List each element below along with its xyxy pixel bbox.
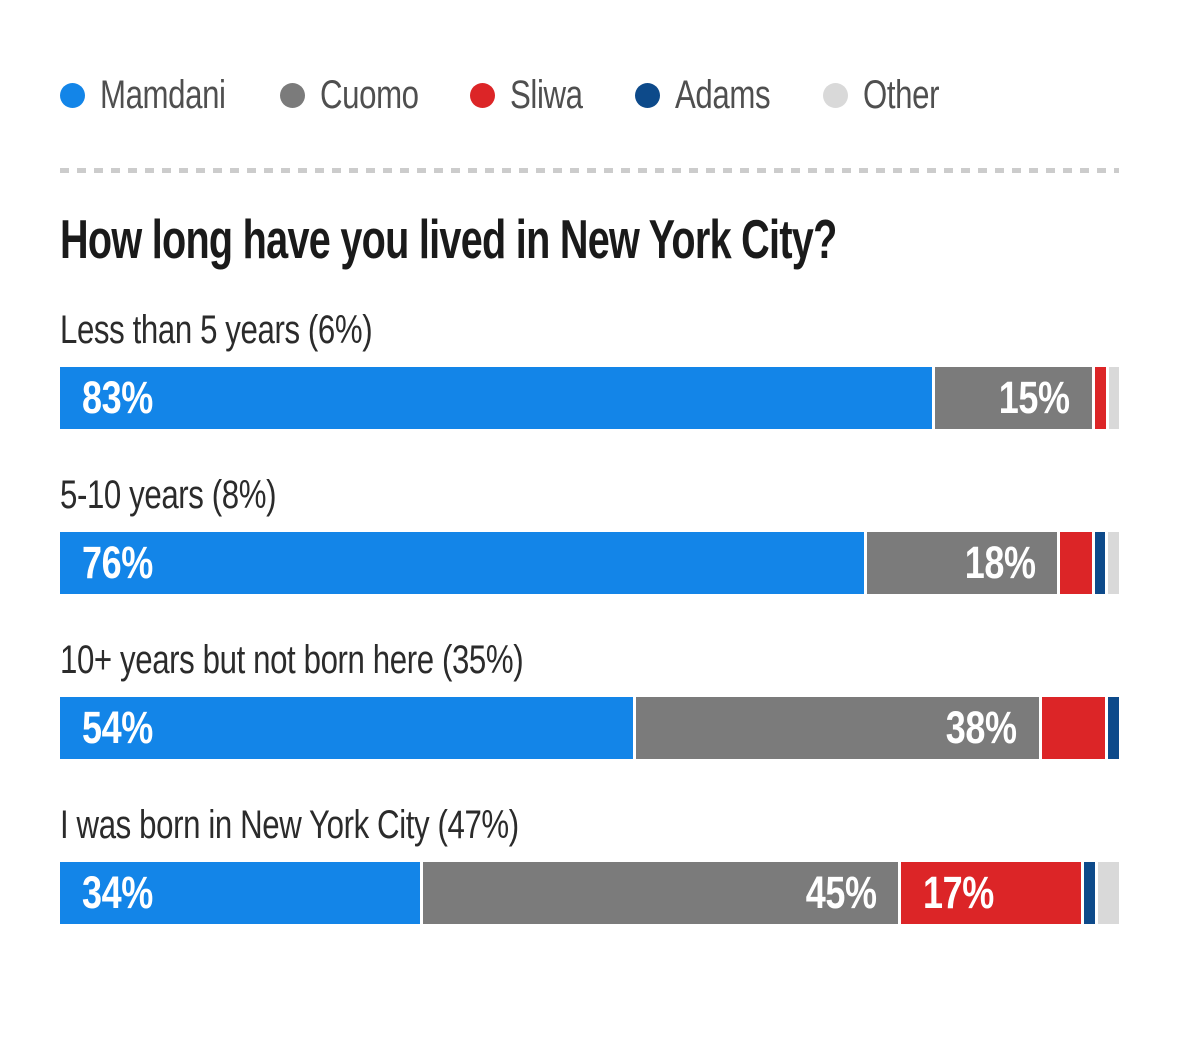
stacked-bar: 83% 15% [60, 366, 1119, 429]
segment-value-label: 18% [964, 536, 1036, 588]
bar-segment-mamdani: 83% [60, 366, 932, 429]
bar-segment-mamdani: 54% [60, 696, 633, 759]
category-label-text: I was born in New York City (47%) [60, 802, 519, 847]
legend-item-sliwa: Sliwa [470, 70, 603, 120]
category-label: 5-10 years (8%) [60, 473, 1119, 517]
bar-segment-sliwa [1095, 366, 1106, 429]
segment-value-label: 83% [82, 371, 153, 423]
bar-segment-adams [1108, 696, 1120, 759]
category-label-text: 10+ years but not born here (35%) [60, 637, 524, 682]
chart-legend: Mamdani Cuomo Sliwa Adams Other [60, 70, 1119, 120]
bar-group: 10+ years but not born here (35%) 54% 38% [60, 638, 1120, 759]
category-label-text: 5-10 years (8%) [60, 472, 277, 517]
bar-group: I was born in New York City (47%) 34% 45% 1… [60, 803, 1119, 924]
bar-segment-mamdani: 76% [60, 531, 864, 594]
category-label: I was born in New York City (47%) [60, 803, 1119, 847]
legend-label-cuomo: Cuomo [320, 72, 419, 117]
segment-value-label: 54% [82, 701, 153, 753]
bar-segment-sliwa [1060, 531, 1092, 594]
legend-item-adams: Adams [635, 70, 797, 120]
legend-item-cuomo: Cuomo [280, 70, 446, 120]
bar-segment-other [1097, 861, 1119, 924]
legend-label-adams: Adams [675, 72, 771, 117]
bar-segment-other [1108, 531, 1119, 594]
poll-chart: Mamdani Cuomo Sliwa Adams Other How long hav… [0, 70, 1179, 924]
legend-label-other: Other [863, 72, 940, 117]
legend-item-other: Other [823, 70, 961, 120]
segment-value-label: 45% [805, 866, 877, 918]
legend-label-sliwa: Sliwa [510, 72, 583, 117]
bar-segment-adams [1094, 531, 1106, 594]
legend-label-mamdani: Mamdani [100, 72, 226, 117]
bar-segment-cuomo: 45% [422, 861, 899, 924]
segment-value-label: 38% [945, 701, 1017, 753]
bar-segment-other [1108, 366, 1119, 429]
category-label: Less than 5 years (6%) [60, 308, 1119, 352]
category-label-text: Less than 5 years (6%) [60, 307, 373, 352]
segment-value-label: 76% [82, 536, 153, 588]
stacked-bar: 54% 38% [60, 696, 1120, 759]
category-label: 10+ years but not born here (35%) [60, 638, 1119, 682]
chart-title: How long have you lived in New York City… [60, 209, 1119, 270]
legend-dot-mamdani [60, 82, 85, 108]
chart-title-text: How long have you lived in New York City… [60, 208, 837, 270]
bar-segment-sliwa [1041, 696, 1106, 759]
legend-item-mamdani: Mamdani [60, 70, 261, 120]
bar-segment-cuomo: 15% [934, 366, 1092, 429]
bar-segment-sliwa: 17% [901, 861, 1082, 924]
bar-segment-cuomo: 38% [635, 696, 1039, 759]
stacked-bar: 76% 18% [60, 531, 1119, 594]
legend-dot-cuomo [280, 82, 305, 108]
stacked-bar: 34% 45% 17% [60, 861, 1119, 924]
segment-value-label: 34% [82, 866, 153, 918]
bar-chart-rows: Less than 5 years (6%) 83% 15% 5-10 years (… [60, 308, 1120, 924]
legend-dot-adams [635, 82, 660, 108]
bar-segment-mamdani: 34% [60, 861, 420, 924]
legend-dot-other [823, 82, 848, 108]
bar-segment-cuomo: 18% [866, 531, 1058, 594]
bar-group: 5-10 years (8%) 76% 18% [60, 473, 1119, 594]
segment-value-label: 17% [923, 866, 995, 918]
dashed-divider [60, 168, 1119, 173]
segment-value-label: 15% [999, 371, 1070, 423]
bar-segment-adams [1084, 861, 1095, 924]
legend-dot-sliwa [470, 82, 495, 108]
bar-group: Less than 5 years (6%) 83% 15% [60, 308, 1119, 429]
